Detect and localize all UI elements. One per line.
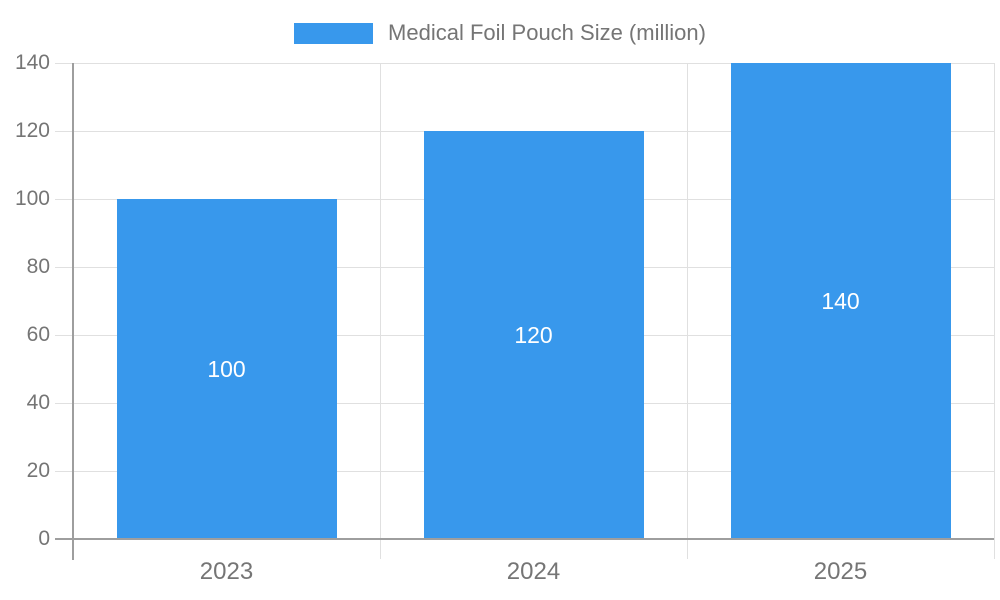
y-axis-line xyxy=(72,63,74,560)
y-tick-label: 40 xyxy=(26,391,50,414)
y-tick-label: 80 xyxy=(26,255,50,278)
bar-value-label: 140 xyxy=(821,287,860,314)
y-axis-tick xyxy=(55,335,73,336)
y-tick-label: 60 xyxy=(26,323,50,346)
y-tick-label: 120 xyxy=(14,119,50,142)
bar-value-label: 120 xyxy=(514,321,553,348)
y-axis-tick xyxy=(55,403,73,404)
y-axis-tick xyxy=(55,199,73,200)
y-tick-label: 140 xyxy=(14,51,50,74)
y-axis-tick xyxy=(55,131,73,132)
legend-label: Medical Foil Pouch Size (million) xyxy=(388,20,706,45)
x-tick-label: 2023 xyxy=(199,558,254,585)
y-axis-tick xyxy=(55,267,73,268)
v-gridline xyxy=(687,63,688,559)
x-axis-line xyxy=(55,538,994,540)
x-tick-label: 2024 xyxy=(506,558,561,585)
x-tick-label: 2025 xyxy=(813,558,868,585)
y-tick-label: 20 xyxy=(26,459,50,482)
y-axis-tick xyxy=(55,63,73,64)
y-tick-label: 0 xyxy=(38,527,50,550)
h-gridline xyxy=(73,63,994,64)
bar-2025: 140 xyxy=(730,63,951,539)
bar-2024: 120 xyxy=(423,131,644,539)
bar-2023: 100 xyxy=(116,199,337,539)
bar-value-label: 100 xyxy=(207,355,246,382)
y-axis-tick xyxy=(55,471,73,472)
v-gridline xyxy=(994,63,995,559)
v-gridline xyxy=(380,63,381,559)
legend-swatch xyxy=(294,22,374,44)
chart-legend: Medical Foil Pouch Size (million) xyxy=(0,20,1000,45)
y-tick-label: 100 xyxy=(14,187,50,210)
